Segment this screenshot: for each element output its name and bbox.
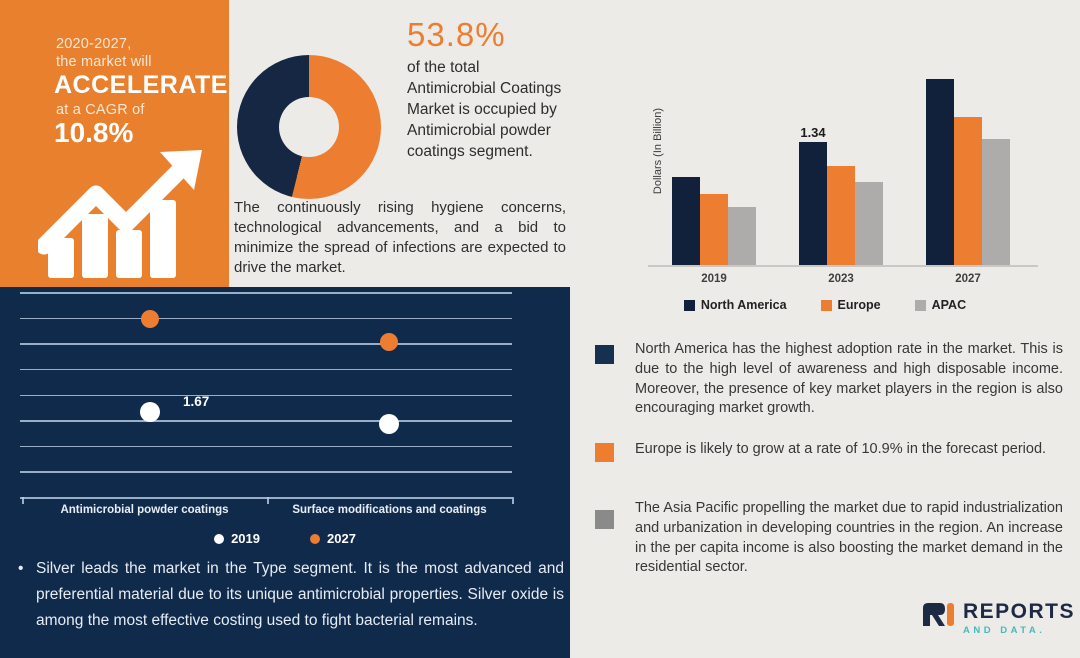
logo-text: REPORTS AND DATA. <box>963 600 1075 636</box>
bar <box>982 139 1010 265</box>
donut-hole <box>279 97 339 157</box>
axis-tick <box>22 497 24 504</box>
legend-item: North America <box>683 298 787 312</box>
grid-line <box>20 343 512 345</box>
growth-arrow-bars-icon <box>38 150 202 278</box>
apac-bullet-text: The Asia Pacific propelling the market d… <box>635 500 1063 576</box>
legend-swatch <box>310 533 320 544</box>
bar <box>672 176 700 265</box>
cagr-label-text: at a CAGR of <box>56 102 145 118</box>
cagr-period-text: 2020-2027, <box>56 36 132 52</box>
type-segment-dot-chart: Antimicrobial powder coatings Surface mod… <box>0 287 570 552</box>
data-dot <box>140 402 160 423</box>
bar-plot-area: 1.34 <box>648 56 1038 267</box>
x-tick-label: 2027 <box>955 273 981 285</box>
bar <box>799 141 827 265</box>
data-dot <box>380 332 398 351</box>
donut-section: 53.8% of the total Antimicrobial Coating… <box>229 0 570 287</box>
bar <box>926 79 954 265</box>
logo-r-icon <box>923 603 954 626</box>
legend-swatch <box>820 299 832 311</box>
bar-group <box>672 56 756 265</box>
data-dot <box>141 310 159 328</box>
logo-name: REPORTS <box>963 600 1076 623</box>
legend-swatch <box>914 299 926 311</box>
legend-swatch <box>683 299 695 311</box>
bar <box>827 165 855 265</box>
legend-item: APAC <box>914 298 967 312</box>
grid-line <box>20 471 512 473</box>
category-label: Surface modifications and coatings <box>292 504 487 516</box>
right-panel: Dollars (In Billion) 1.34 North America E… <box>570 0 1080 658</box>
legend-label: North America <box>700 298 787 312</box>
legend-label: 2019 <box>231 531 260 546</box>
north-america-bullet-marker <box>595 345 614 364</box>
left-column: 2020-2027, the market will ACCELERATE at… <box>0 0 570 658</box>
logo-subtitle: AND DATA. <box>963 625 1046 636</box>
stat-description: of the total Antimicrobial Coatings Mark… <box>407 59 562 160</box>
axis-tick <box>512 497 514 504</box>
cagr-lead-text: the market will <box>56 54 152 70</box>
legend-item: 2027 <box>310 531 356 546</box>
bar <box>728 207 756 265</box>
data-dot <box>379 414 399 435</box>
legend-label: Europe <box>837 298 881 312</box>
x-tick-label: 2023 <box>828 273 854 285</box>
grid-line <box>20 445 512 448</box>
cagr-highlight-box: 2020-2027, the market will ACCELERATE at… <box>0 0 229 287</box>
grid-line <box>20 420 512 422</box>
legend-label: 2027 <box>327 531 356 546</box>
market-drivers-paragraph: The continuously rising hygiene concerns… <box>234 199 566 276</box>
dot-value-label: 1.67 <box>183 394 210 410</box>
legend-label: APAC <box>931 298 967 312</box>
dot-chart-legend: 2019 2027 <box>0 531 570 546</box>
bar <box>855 182 883 265</box>
bar-group <box>926 56 1010 265</box>
reports-and-data-logo: REPORTS AND DATA. <box>920 600 1075 636</box>
legend-swatch <box>214 533 225 544</box>
grid-line <box>20 292 512 294</box>
bar-group <box>799 56 883 265</box>
bar-value-label: 1.34 <box>800 124 826 140</box>
cagr-value-text: 10.8% <box>54 117 134 148</box>
europe-bullet-marker <box>595 443 614 462</box>
grid-line <box>20 317 512 320</box>
legend-item: Europe <box>820 298 881 312</box>
grid-line <box>20 394 512 396</box>
apac-bullet-marker <box>595 510 614 529</box>
x-tick-label: 2019 <box>701 273 727 285</box>
regional-bar-chart: Dollars (In Billion) 1.34 North America E… <box>570 0 1080 330</box>
europe-bullet-text: Europe is likely to grow at a rate of 10… <box>635 441 1047 457</box>
stat-value: 53.8% <box>407 16 506 53</box>
accelerate-text: ACCELERATE <box>54 71 228 99</box>
bar-chart-legend: North America Europe APAC <box>570 298 1080 312</box>
north-america-bullet-text: North America has the highest adoption r… <box>635 341 1063 417</box>
bullet-dot: • <box>18 560 24 577</box>
legend-item: 2019 <box>214 531 260 546</box>
bar <box>700 194 728 265</box>
silver-note-text: Silver leads the market in the Type segm… <box>36 560 564 629</box>
category-label: Antimicrobial powder coatings <box>60 504 229 516</box>
grid-line <box>20 497 512 499</box>
axis-tick <box>267 497 269 504</box>
donut-chart <box>237 55 381 199</box>
grid-line <box>20 368 512 371</box>
bar <box>954 116 982 265</box>
